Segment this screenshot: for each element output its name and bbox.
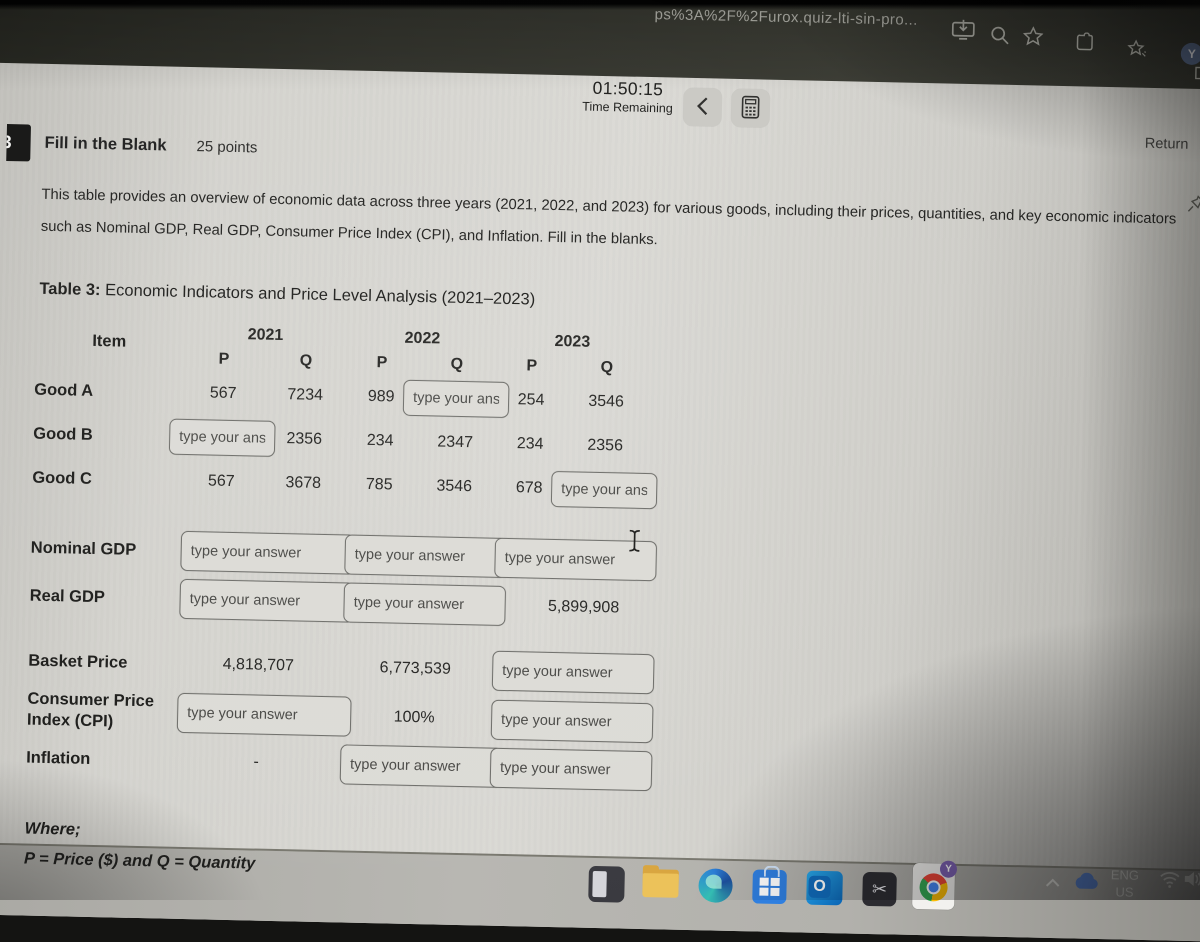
row-label: Good A [34,380,94,400]
good-b-q-2021: 2356 [286,430,323,448]
cpi-2022-value: 100% [393,708,435,727]
inflation-2023-input[interactable] [489,747,653,792]
file-explorer-icon[interactable] [642,865,679,900]
row-label: Good B [33,424,94,444]
region-code: US [1115,884,1134,900]
question-prompt: This table provides an overview of econo… [40,179,1177,268]
onedrive-icon[interactable] [1072,872,1098,895]
snipping-tool-icon[interactable]: ✂ [862,871,897,907]
chrome-icon[interactable]: Y [912,860,958,910]
wifi-icon[interactable] [1159,870,1181,893]
footnote-where: Where; [24,819,81,839]
economics-table: Item 2021 2022 2023 P Q P Q P Q Good A 5… [26,318,658,793]
row-label: Basket Price [28,651,128,672]
real-gdp-2023-value: 5,899,908 [547,597,620,617]
basket-price-2023-input[interactable] [491,650,655,695]
calculator-icon [740,94,761,121]
real-gdp-2022-input[interactable] [343,582,507,626]
text-cursor-icon [627,529,643,558]
question-number-tab[interactable]: 3 [6,123,32,162]
col-header-item: Item [92,331,127,351]
col-header-2023: 2023 [554,332,591,351]
table-title-prefix: Table 3: [39,279,101,300]
microsoft-store-icon[interactable] [752,869,787,905]
col-header-q-2023: Q [600,358,614,377]
row-label: Real GDP [29,586,106,606]
question-number: 3 [6,131,12,153]
good-a-p-2023: 254 [517,391,545,409]
question-type-label: Fill in the Blank [44,133,167,155]
good-b-q-2022: 2347 [437,433,474,452]
good-c-p-2021: 567 [207,472,235,491]
inflation-2022-input[interactable] [339,744,503,788]
table-title-rest: Economic Indicators and Price Level Anal… [100,281,536,309]
sparkle-star-icon[interactable] [1127,38,1147,58]
outlook-icon[interactable] [806,870,843,906]
good-c-q-2022: 3546 [436,477,473,496]
folder-icon[interactable] [1194,65,1200,80]
col-header-2021: 2021 [247,326,284,345]
col-header-p-2023: P [526,357,538,375]
good-b-p-2022: 234 [366,431,394,450]
bookmark-star-icon[interactable] [1022,26,1044,46]
chrome-profile-badge: Y [939,860,958,878]
chevron-left-icon [694,94,711,119]
question-points: 25 points [196,138,258,157]
extensions-icon[interactable] [1075,32,1094,51]
quiz-timer: 01:50:15 Time Remaining [562,77,693,116]
timer-label: Time Remaining [582,99,673,116]
search-icon[interactable] [990,25,1010,45]
profile-avatar[interactable]: Y [1180,42,1200,66]
good-c-q-2023-input[interactable] [550,470,658,510]
app-window-icon[interactable] [588,865,625,903]
volume-icon[interactable] [1183,870,1200,893]
good-a-q-2023: 3546 [588,392,625,411]
language-code: ENG [1110,867,1140,883]
good-c-p-2022: 785 [365,475,393,494]
photo-top-edge [0,0,1200,10]
col-header-q-2021: Q [299,352,313,370]
col-header-p-2021: P [218,350,230,368]
real-gdp-2021-input[interactable] [179,578,355,623]
footnote-pq-definition: P = Price ($) and Q = Quantity [23,849,256,873]
col-header-2022: 2022 [404,329,441,348]
table-title: Table 3: Economic Indicators and Price L… [39,280,535,310]
back-button[interactable] [683,87,722,127]
row-label: Good C [32,468,93,488]
edge-icon[interactable] [698,868,733,903]
basket-price-2021-value: 4,818,707 [222,655,295,675]
basket-price-2022-value: 6,773,539 [379,659,452,678]
row-label: Nominal GDP [30,538,137,559]
cpi-2021-input[interactable] [176,692,352,737]
nominal-gdp-2021-input[interactable] [180,530,356,575]
nominal-gdp-2022-input[interactable] [344,534,508,578]
row-label: Consumer Price Index (CPI) [26,689,155,731]
good-b-p-2021-input[interactable] [168,418,276,457]
send-to-device-icon[interactable] [951,19,975,42]
row-label: Inflation [26,748,91,768]
good-b-q-2023: 2356 [587,436,624,455]
good-a-q-2022-input[interactable] [402,379,510,419]
good-a-q-2021: 7234 [287,386,324,404]
col-header-p-2022: P [376,354,388,372]
question-header: Fill in the Blank 25 points [44,134,257,158]
good-c-q-2021: 3678 [285,474,322,492]
good-a-p-2021: 567 [209,384,237,403]
return-link[interactable]: Return [1144,135,1189,153]
col-header-q-2022: Q [450,355,464,373]
timer-value: 01:50:15 [592,77,664,100]
inflation-2021-value: - [253,753,259,771]
language-indicator[interactable]: ENG US [1104,866,1145,901]
cpi-2023-input[interactable] [490,699,654,744]
good-b-p-2023: 234 [516,435,544,453]
tray-chevron-up-icon[interactable] [1044,876,1060,894]
calculator-button[interactable] [731,88,770,128]
pin-icon[interactable] [1187,195,1200,218]
